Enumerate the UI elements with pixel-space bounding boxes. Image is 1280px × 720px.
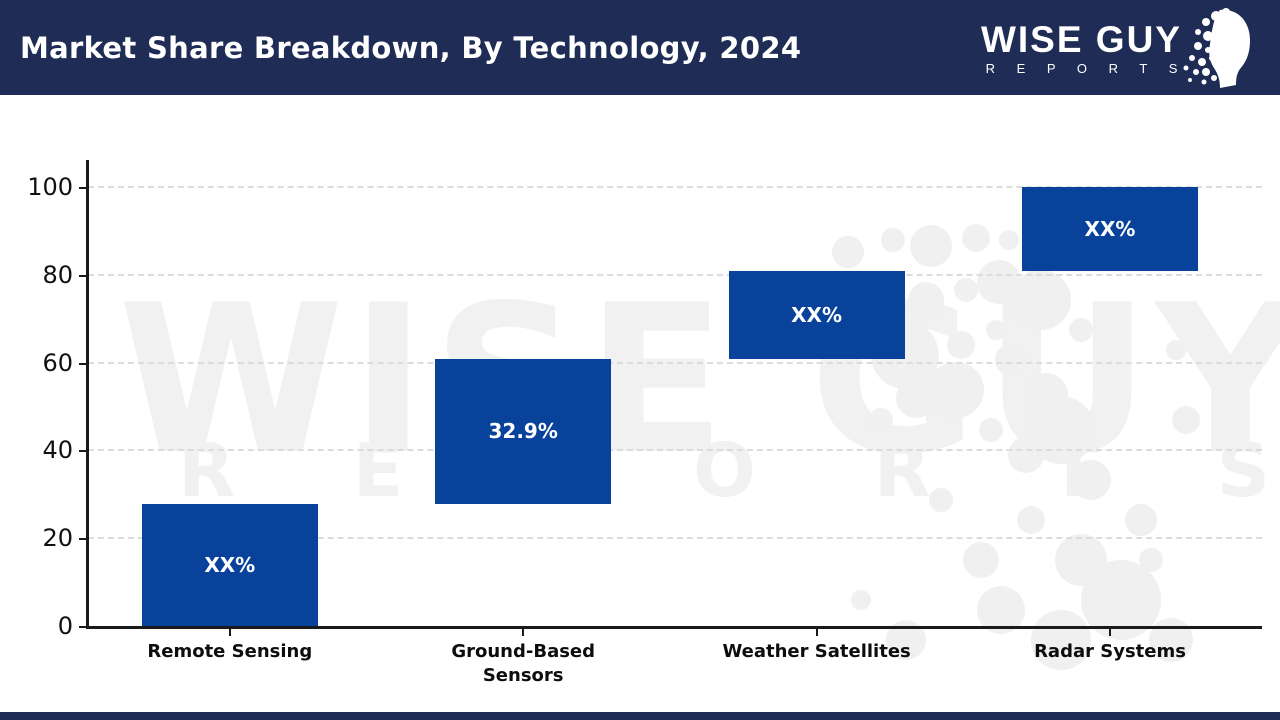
x-category-label: Weather Satellites [722, 641, 911, 662]
x-tick-mark [815, 629, 818, 636]
y-tick-label: 100 [27, 173, 73, 201]
gridline-60 [88, 361, 1262, 364]
y-axis-line [86, 160, 89, 629]
y-tick-label: 60 [42, 348, 73, 377]
bar-value-label: XX% [791, 302, 843, 327]
y-tick-label: 80 [42, 260, 73, 289]
x-category-label: Radar Systems [1034, 641, 1186, 662]
bar-value-label: XX% [204, 552, 256, 577]
bar-weather-satellites: XX% [728, 270, 905, 360]
y-tick-mark [79, 450, 86, 453]
y-tick-label: 20 [42, 524, 73, 553]
wiseguy-logo: WISE GUY R E P O R T S [981, 6, 1254, 90]
gridline-20 [88, 537, 1262, 540]
logo-wordmark: WISE GUY [980, 18, 1182, 60]
page-title: Market Share Breakdown, By Technology, 2… [20, 30, 802, 65]
bar-radar-systems: XX% [1022, 187, 1198, 271]
x-category-label: Remote Sensing [147, 641, 313, 662]
watermark-face-dots [832, 217, 1200, 670]
y-tick-mark [79, 187, 86, 189]
gridline-80 [88, 273, 1262, 276]
watermark-wordmark: WISE GUY [118, 262, 1280, 500]
bar-ground-based-sensors: 32.9% [435, 359, 612, 504]
y-tick-label: 40 [42, 436, 73, 465]
bar-value-label: XX% [1084, 216, 1136, 241]
wiseguy-face-icon [1183, 7, 1250, 88]
footer-bar [0, 712, 1280, 720]
y-tick-mark [79, 274, 86, 277]
logo-subtitle: R E P O R T S [985, 60, 1187, 76]
y-tick-mark [79, 538, 86, 541]
x-category-label: Ground-Based Sensors [451, 641, 596, 687]
x-tick-mark [522, 629, 525, 636]
bar-value-label: 32.9% [488, 419, 558, 444]
y-tick-label: 0 [57, 612, 73, 640]
y-tick-mark [79, 362, 86, 365]
bar-remote-sensing: XX% [141, 503, 318, 626]
gridline-100 [88, 186, 1262, 188]
header-bar: Market Share Breakdown, By Technology, 2… [0, 0, 1280, 95]
gridline-40 [88, 449, 1262, 452]
x-axis-line [86, 626, 1262, 629]
x-tick-mark [228, 629, 231, 636]
y-tick-mark [79, 626, 86, 628]
x-tick-mark [1109, 629, 1111, 636]
